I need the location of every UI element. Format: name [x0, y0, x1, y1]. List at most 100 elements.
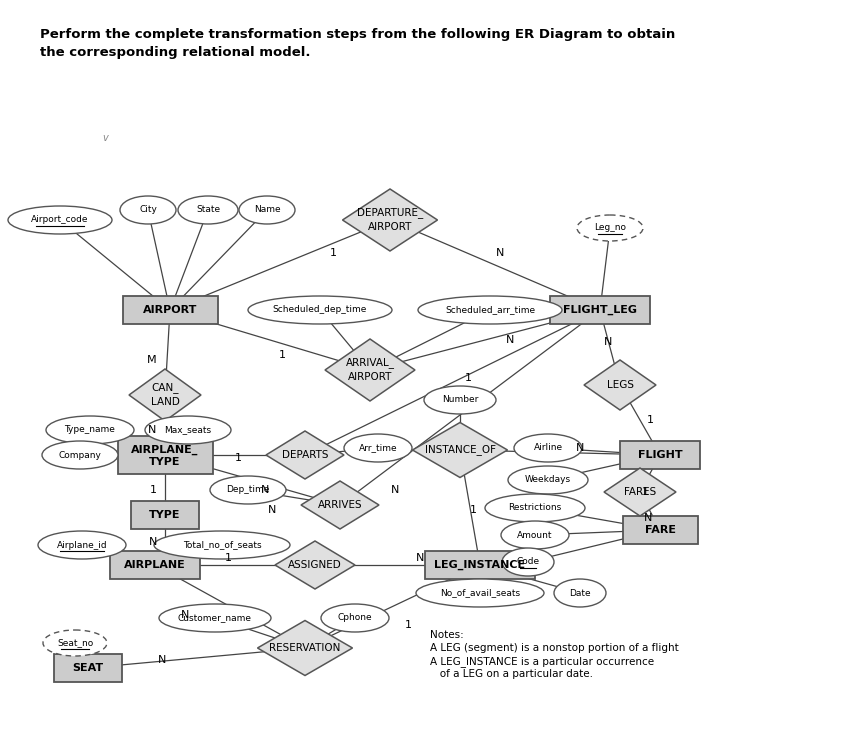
Ellipse shape [210, 476, 286, 504]
Text: Scheduled_arr_time: Scheduled_arr_time [445, 305, 535, 314]
Ellipse shape [248, 296, 392, 324]
Text: AIRPLANE_: AIRPLANE_ [131, 445, 198, 455]
FancyBboxPatch shape [117, 436, 213, 474]
Polygon shape [325, 339, 415, 401]
Text: Restrictions: Restrictions [508, 504, 562, 513]
Text: Name: Name [254, 206, 280, 214]
Polygon shape [342, 189, 437, 251]
Polygon shape [301, 481, 379, 529]
FancyBboxPatch shape [620, 441, 700, 469]
Text: of a LEG on a particular date.: of a LEG on a particular date. [430, 669, 593, 679]
Text: Notes:: Notes: [430, 630, 464, 640]
Ellipse shape [344, 434, 412, 462]
Ellipse shape [46, 416, 134, 444]
Text: Company: Company [59, 450, 101, 459]
Text: Airline: Airline [534, 443, 563, 452]
Text: 1: 1 [150, 485, 157, 495]
Text: TYPE: TYPE [149, 457, 180, 467]
Ellipse shape [43, 630, 107, 656]
Polygon shape [275, 541, 355, 589]
Text: AIRPLANE: AIRPLANE [124, 560, 186, 570]
Text: 1: 1 [329, 248, 336, 258]
Text: Arr_time: Arr_time [358, 443, 397, 452]
FancyBboxPatch shape [622, 516, 698, 544]
Text: Weekdays: Weekdays [525, 476, 571, 485]
Text: 1: 1 [404, 620, 412, 630]
Text: No_of_avail_seats: No_of_avail_seats [440, 589, 520, 597]
Text: N: N [604, 337, 612, 347]
Text: FARES: FARES [624, 487, 656, 497]
Text: v: v [102, 133, 108, 143]
Text: Max_seats: Max_seats [164, 425, 212, 434]
FancyBboxPatch shape [131, 501, 199, 529]
Ellipse shape [418, 296, 562, 324]
Ellipse shape [508, 466, 588, 494]
Text: N: N [180, 610, 189, 620]
Text: the corresponding relational model.: the corresponding relational model. [40, 46, 311, 59]
Text: N: N [148, 425, 157, 435]
Ellipse shape [239, 196, 295, 224]
Text: LEG_INSTANCE: LEG_INSTANCE [435, 560, 526, 570]
FancyBboxPatch shape [550, 296, 650, 324]
Text: AIRPORT: AIRPORT [348, 372, 392, 382]
Text: City: City [139, 206, 157, 214]
Ellipse shape [159, 604, 271, 632]
Text: RESERVATION: RESERVATION [269, 643, 340, 653]
Text: Type_name: Type_name [65, 425, 116, 434]
FancyBboxPatch shape [425, 551, 535, 579]
Polygon shape [129, 369, 201, 421]
Text: N: N [505, 335, 514, 345]
Text: 1: 1 [647, 415, 654, 425]
Text: N: N [416, 553, 424, 563]
FancyBboxPatch shape [123, 296, 218, 324]
Text: Airplane_id: Airplane_id [57, 541, 107, 550]
Text: Scheduled_dep_time: Scheduled_dep_time [273, 305, 367, 314]
Ellipse shape [42, 441, 118, 469]
Text: SEAT: SEAT [72, 663, 104, 673]
Text: Leg_no: Leg_no [594, 223, 626, 232]
Text: 1: 1 [225, 553, 231, 563]
Text: N: N [644, 513, 652, 523]
Text: 1: 1 [642, 487, 648, 497]
Text: ARRIVAL_: ARRIVAL_ [346, 357, 395, 369]
Text: ASSIGNED: ASSIGNED [288, 560, 342, 570]
Text: N: N [391, 485, 399, 495]
Text: AIRPORT: AIRPORT [368, 222, 412, 232]
Text: CAN_: CAN_ [151, 382, 179, 394]
Text: N: N [576, 443, 584, 453]
Text: Total_no_of_seats: Total_no_of_seats [183, 541, 261, 550]
Text: FLIGHT: FLIGHT [637, 450, 683, 460]
Ellipse shape [424, 386, 496, 414]
Text: Seat_no: Seat_no [57, 639, 93, 648]
Polygon shape [258, 621, 352, 676]
Text: N: N [260, 485, 269, 495]
Ellipse shape [145, 416, 231, 444]
Polygon shape [413, 422, 507, 477]
Ellipse shape [154, 531, 290, 559]
Ellipse shape [178, 196, 238, 224]
Text: N: N [268, 505, 277, 515]
Text: Amount: Amount [517, 531, 553, 540]
Text: DEPARTS: DEPARTS [282, 450, 328, 460]
Ellipse shape [514, 434, 582, 462]
Text: 1: 1 [465, 373, 471, 383]
Text: 1: 1 [235, 453, 242, 463]
Text: N: N [157, 655, 166, 665]
Text: M: M [147, 355, 157, 365]
Text: State: State [196, 206, 220, 214]
Ellipse shape [416, 579, 544, 607]
Text: TYPE: TYPE [149, 510, 180, 520]
Polygon shape [584, 360, 656, 410]
Text: N: N [496, 248, 504, 258]
Text: DEPARTURE_: DEPARTURE_ [357, 207, 423, 219]
Text: Code: Code [517, 557, 540, 566]
Text: AIRPORT: AIRPORT [143, 305, 197, 315]
Text: 1: 1 [470, 505, 477, 515]
Ellipse shape [554, 579, 606, 607]
FancyBboxPatch shape [110, 551, 200, 579]
Text: A LEG (segment) is a nonstop portion of a flight: A LEG (segment) is a nonstop portion of … [430, 643, 679, 653]
Text: Number: Number [442, 396, 478, 404]
Polygon shape [604, 468, 676, 516]
Text: Airport_code: Airport_code [31, 216, 89, 225]
Ellipse shape [501, 521, 569, 549]
